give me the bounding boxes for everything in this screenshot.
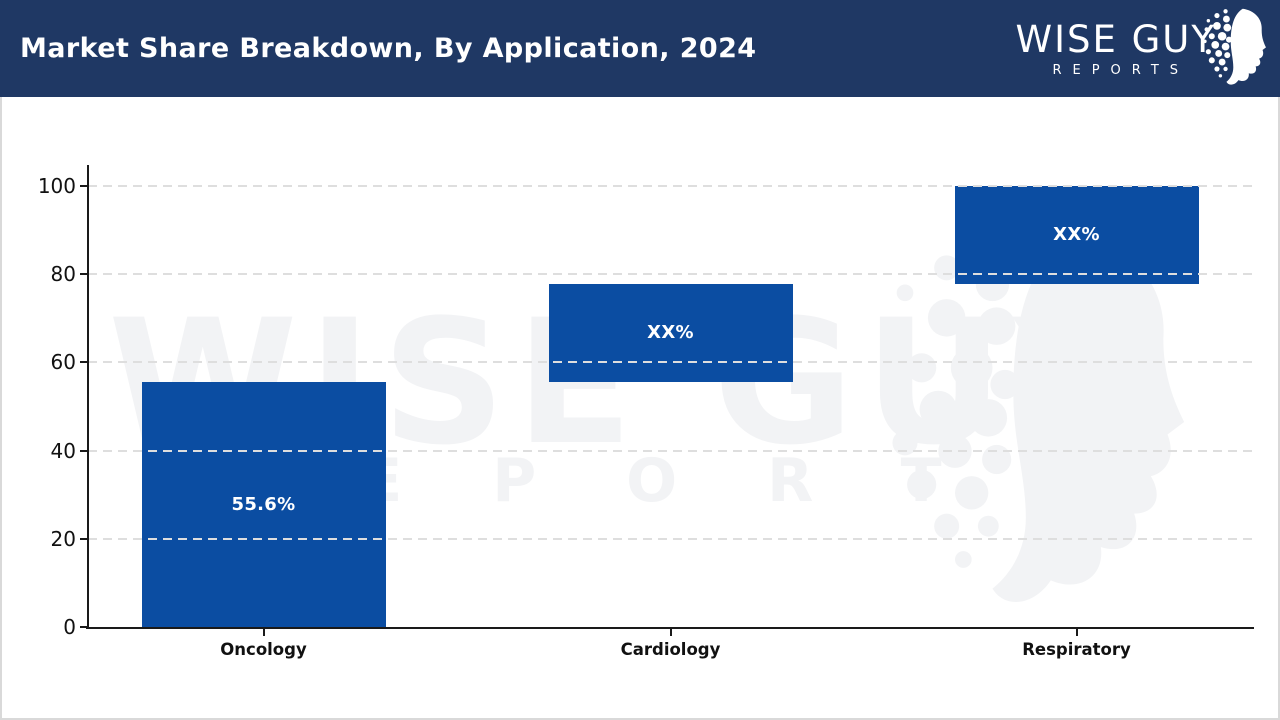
y-tick-mark xyxy=(80,361,88,364)
brand-wordmark-line2: REPORTS xyxy=(1052,62,1190,78)
brand-wordmark: WISE GUY REPORTS xyxy=(1015,18,1216,78)
x-axis-spine xyxy=(86,627,1254,629)
x-tick-mark xyxy=(669,629,672,636)
y-tick-label: 40 xyxy=(50,438,76,463)
wiseguy-face-watermark-icon xyxy=(805,222,1205,647)
y-axis-spine xyxy=(87,165,89,629)
y-tick-label: 80 xyxy=(50,262,76,287)
x-tick-mark xyxy=(1075,629,1078,636)
gridline xyxy=(88,185,1253,187)
y-tick-label: 0 xyxy=(63,615,76,639)
y-tick-mark xyxy=(80,273,88,276)
y-tick-label: 100 xyxy=(37,174,76,198)
wiseguy-face-logo-icon xyxy=(1182,7,1276,93)
y-tick-label: 60 xyxy=(50,350,76,375)
y-tick-mark xyxy=(80,626,88,628)
gridline xyxy=(88,273,1253,276)
gridline xyxy=(88,449,1253,452)
gridline xyxy=(88,537,1253,540)
bar xyxy=(954,186,1199,284)
brand-wordmark-line1: WISE GUY xyxy=(1015,18,1216,61)
y-tick-mark xyxy=(80,537,88,540)
y-tick-mark xyxy=(80,449,88,452)
bar-value-label: XX% xyxy=(647,322,694,344)
x-category-label: Cardiology xyxy=(620,640,721,659)
page-title: Market Share Breakdown, By Application, … xyxy=(20,33,757,64)
bar-value-label: XX% xyxy=(1053,224,1100,246)
y-tick-label: 20 xyxy=(50,526,76,551)
x-tick-mark xyxy=(262,629,265,636)
x-category-label: Oncology xyxy=(220,640,307,659)
y-tick-mark xyxy=(80,185,88,187)
bar-value-label: 55.6% xyxy=(231,493,296,515)
header: Market Share Breakdown, By Application, … xyxy=(0,0,1280,97)
bar xyxy=(548,283,793,382)
gridline xyxy=(88,361,1253,364)
x-category-label: Respiratory xyxy=(1022,640,1131,659)
bar xyxy=(141,381,386,627)
